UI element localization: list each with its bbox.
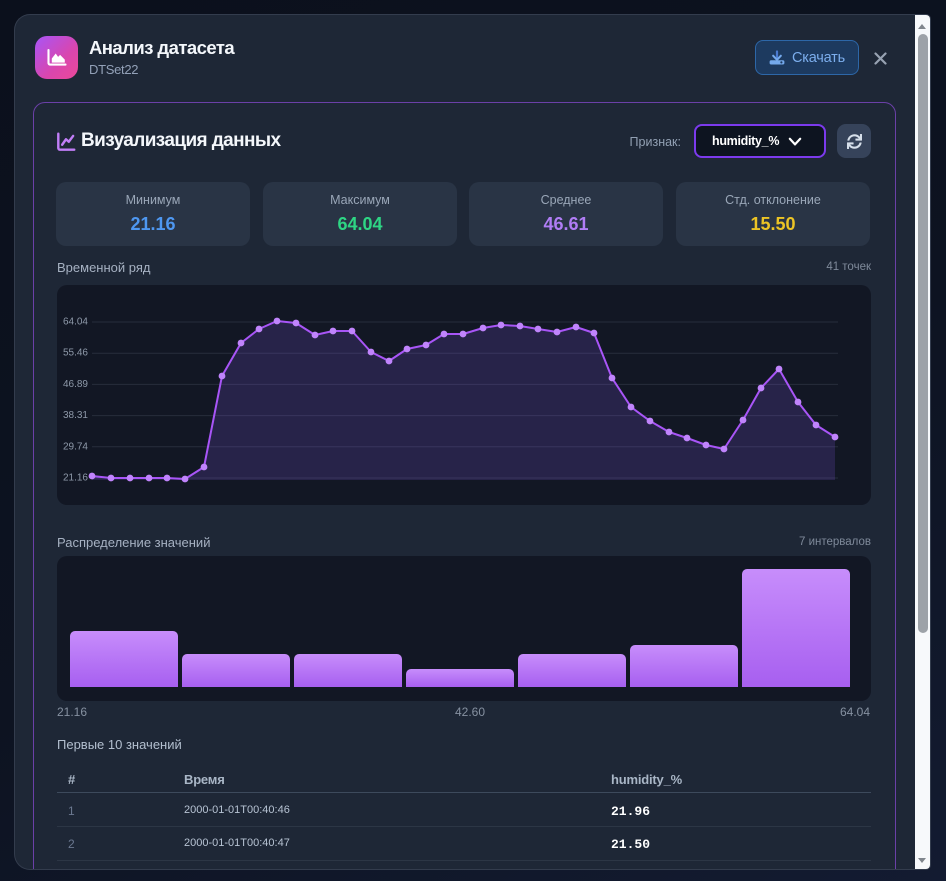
svg-text:46.89: 46.89: [63, 379, 88, 390]
svg-text:64.04: 64.04: [63, 317, 88, 328]
svg-text:38.31: 38.31: [63, 410, 88, 421]
svg-text:55.46: 55.46: [63, 348, 88, 359]
svg-text:21.16: 21.16: [63, 473, 88, 484]
svg-text:29.74: 29.74: [63, 441, 88, 452]
